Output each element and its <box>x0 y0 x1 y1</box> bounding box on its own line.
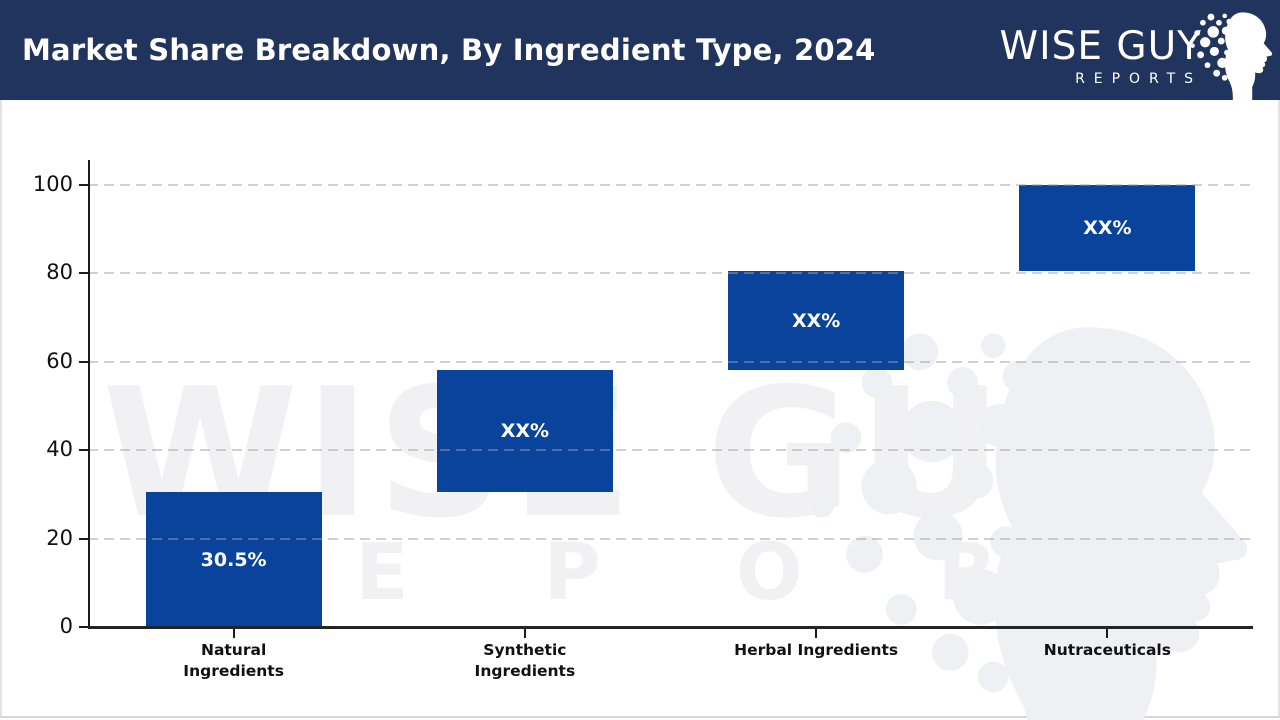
x-axis-line <box>88 626 1253 629</box>
page-title: Market Share Breakdown, By Ingredient Ty… <box>22 33 876 67</box>
x-category-label: Nutraceuticals <box>1043 641 1171 659</box>
y-tick-label: 60 <box>46 348 73 373</box>
y-gridline <box>88 537 1253 540</box>
y-tick-label: 20 <box>46 525 73 550</box>
header-bar: Market Share Breakdown, By Ingredient Ty… <box>0 0 1280 102</box>
waterfall-bar-segment: 30.5% <box>145 492 322 627</box>
x-tick-mark <box>1106 629 1109 638</box>
logo-subtitle: REPORTS <box>1075 70 1202 87</box>
waterfall-bar-segment: XX% <box>728 270 905 371</box>
bar-value-label: 30.5% <box>200 548 267 571</box>
y-gridline <box>88 183 1253 186</box>
y-gridline <box>88 449 1253 451</box>
y-tick-mark <box>79 626 88 628</box>
bar-value-label: XX% <box>791 309 841 332</box>
y-tick-label: 40 <box>46 437 73 461</box>
y-tick-mark <box>79 449 88 451</box>
watermark-head-icon <box>809 327 1248 720</box>
x-tick-mark <box>815 629 818 638</box>
logo-head-icon <box>1190 12 1273 102</box>
x-category-label: Herbal Ingredients <box>734 641 899 659</box>
x-tick-mark <box>232 629 235 638</box>
x-category-label: Natural Ingredients <box>183 641 284 680</box>
y-gridline <box>88 272 1253 274</box>
y-tick-mark <box>79 537 88 540</box>
y-axis-line <box>88 160 90 627</box>
wise-guy-logo: WISE GUY REPORTS <box>1000 10 1274 102</box>
y-tick-mark <box>79 183 88 186</box>
bar-value-label: XX% <box>1083 216 1132 239</box>
y-tick-mark <box>79 360 88 363</box>
bar-value-label: XX% <box>500 420 550 443</box>
y-gridline <box>88 360 1253 363</box>
x-tick-mark <box>523 629 526 638</box>
waterfall-bar-segment: XX% <box>1019 184 1196 271</box>
waterfall-bar-segment: XX% <box>436 370 613 493</box>
logo-wordmark: WISE GUY <box>999 23 1202 69</box>
y-tick-label: 80 <box>46 260 73 284</box>
y-tick-label: 100 <box>32 171 73 196</box>
x-category-label: Synthetic Ingredients <box>474 641 576 680</box>
y-tick-label: 0 <box>59 614 73 638</box>
logo-text: WISE GUY REPORTS <box>1000 27 1202 86</box>
y-tick-mark <box>79 272 88 274</box>
